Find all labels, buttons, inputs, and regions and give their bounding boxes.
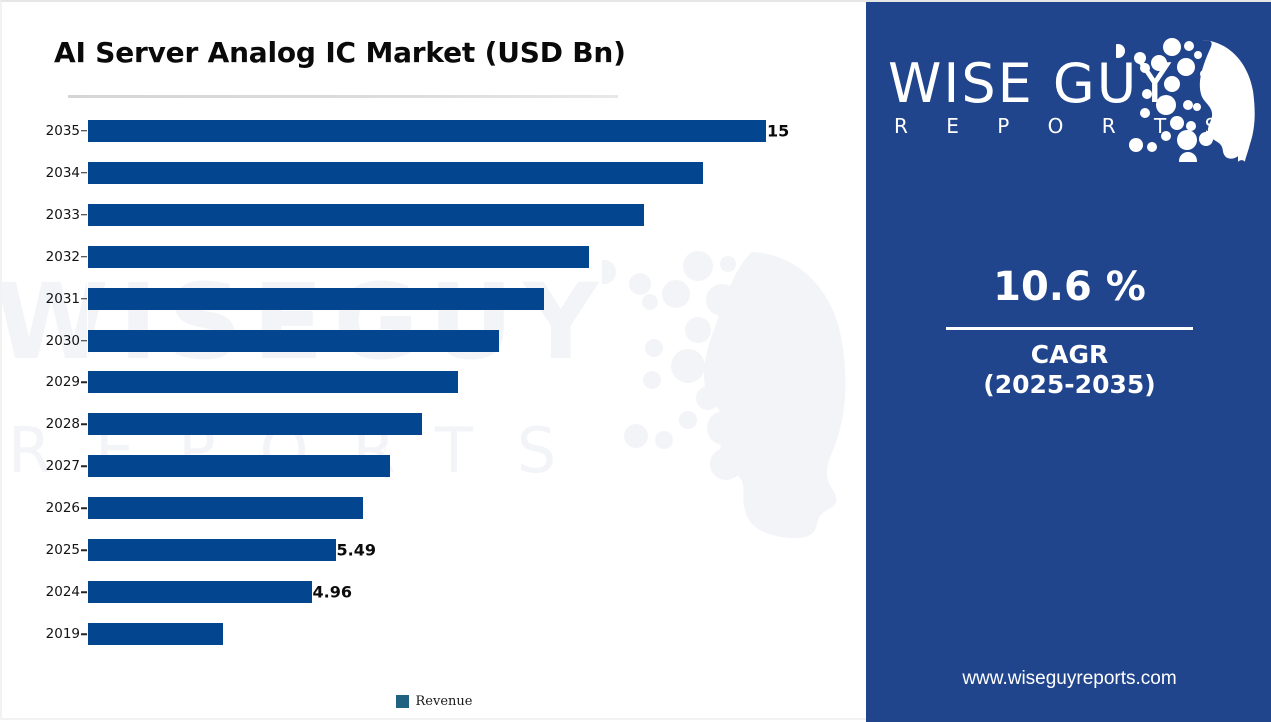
cagr-value: 10.6 % (993, 264, 1146, 310)
legend-swatch-revenue (395, 695, 409, 708)
y-axis-tick-group: 2019 (2, 613, 80, 655)
bar-row: 2019 (2, 613, 866, 655)
y-axis-tick-label: 2028 (45, 416, 80, 433)
page-title: AI Server Analog IC Market (USD Bn) (54, 36, 626, 69)
bar (87, 119, 766, 142)
y-axis-line (87, 110, 88, 655)
y-axis-tick-group: 2031 (2, 278, 80, 320)
y-axis-tick-label: 2019 (45, 626, 80, 643)
y-axis-tick-mark (81, 297, 87, 300)
cagr-divider (946, 327, 1193, 330)
bar-row: 2029 (2, 362, 866, 404)
legend-label-revenue: Revenue (415, 694, 473, 709)
bar-row: 2030 (2, 320, 866, 362)
bar-value-label: 4.96 (312, 582, 352, 602)
y-axis-tick-group: 2027 (2, 445, 80, 487)
y-axis-tick-label: 2033 (45, 206, 80, 223)
bar-row: 2034 (2, 152, 866, 194)
y-axis-tick-mark (81, 549, 87, 551)
chart-panel: WISEGUY REPORTS (2, 2, 866, 718)
bar-value-label: 15 (767, 121, 790, 141)
title-divider (68, 95, 618, 98)
bar-row: 2025 5.49 (2, 529, 866, 571)
y-axis-tick-group: 2024 (2, 571, 80, 613)
brand-panel: WISE GUY R E P O R T S (866, 2, 1271, 722)
bar-value-label: 5.49 (336, 540, 376, 560)
y-axis-tick-mark (81, 633, 87, 635)
website-url: www.wiseguyreports.com (962, 668, 1177, 689)
y-axis-tick-group: 2030 (2, 320, 80, 362)
y-axis-tick-group: 2026 (2, 487, 80, 529)
y-axis-tick-mark (81, 507, 87, 509)
y-axis-tick-label: 2030 (45, 332, 80, 349)
y-axis-tick-group: 2028 (2, 403, 80, 445)
y-axis-tick-label: 2024 (45, 584, 80, 601)
bar (87, 203, 644, 226)
y-axis-tick-mark (81, 339, 87, 342)
bar-row: 2031 (2, 278, 866, 320)
y-axis-tick-mark (81, 381, 87, 384)
y-axis-tick-group: 2035 (2, 110, 80, 152)
y-axis-tick-group: 2034 (2, 152, 80, 194)
bar (87, 329, 499, 352)
bar (87, 539, 336, 562)
cagr-period: (2025-2035) (983, 370, 1156, 399)
logo-primary-text: WISE GUY (888, 52, 1174, 115)
bar (87, 623, 223, 646)
bar (87, 581, 312, 604)
y-axis-tick-group: 2033 (2, 194, 80, 236)
bar (87, 287, 545, 310)
chart-legend: Revenue (2, 694, 866, 709)
bar (87, 161, 703, 184)
bar (87, 245, 590, 268)
y-axis-tick-group: 2025 (2, 529, 80, 571)
y-axis-tick-group: 2029 (2, 362, 80, 404)
y-axis-tick-label: 2031 (45, 290, 80, 307)
bar-row: 2024 4.96 (2, 571, 866, 613)
y-axis-tick-label: 2034 (45, 164, 80, 181)
y-axis-tick-group: 2032 (2, 236, 80, 278)
bar-row: 2035 15 (2, 110, 866, 152)
y-axis-tick-mark (81, 465, 87, 468)
bar (87, 371, 459, 394)
y-axis-tick-mark (81, 423, 87, 426)
y-axis-tick-mark (81, 172, 87, 174)
y-axis-tick-label: 2029 (45, 374, 80, 391)
y-axis-tick-label: 2027 (45, 458, 80, 475)
y-axis-tick-mark (81, 214, 87, 216)
bar-row: 2026 (2, 487, 866, 529)
y-axis-tick-label: 2025 (45, 542, 80, 559)
y-axis-tick-label: 2026 (45, 500, 80, 517)
cagr-label: CAGR (1030, 340, 1109, 369)
y-axis-tick-mark (81, 591, 87, 593)
bar (87, 413, 422, 436)
bar-row: 2028 (2, 403, 866, 445)
y-axis-tick-mark (81, 255, 87, 258)
bar-chart-plot: 2035 15 2034 2033 2032 2031 2030 2029 2028 2027 20… (2, 110, 866, 655)
y-axis-tick-label: 2032 (45, 248, 80, 265)
bar (87, 455, 391, 478)
bar-row: 2032 (2, 236, 866, 278)
logo-head-icon (1116, 38, 1255, 162)
y-axis-tick-label: 2035 (45, 122, 80, 139)
y-axis-tick-mark (81, 130, 87, 132)
bar (87, 497, 364, 520)
bar-row: 2033 (2, 194, 866, 236)
bar-row: 2027 (2, 445, 866, 487)
wiseguy-logo: WISE GUY R E P O R T S (866, 36, 1271, 162)
